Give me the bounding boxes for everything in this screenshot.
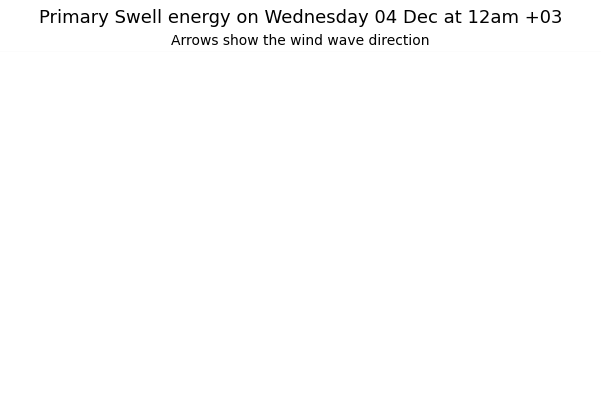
Text: Map requires cartopy: Map requires cartopy (227, 218, 374, 233)
Text: Primary Swell energy on Wednesday 04 Dec at 12am +03: Primary Swell energy on Wednesday 04 Dec… (38, 9, 563, 27)
Text: Arrows show the wind wave direction: Arrows show the wind wave direction (171, 34, 430, 49)
